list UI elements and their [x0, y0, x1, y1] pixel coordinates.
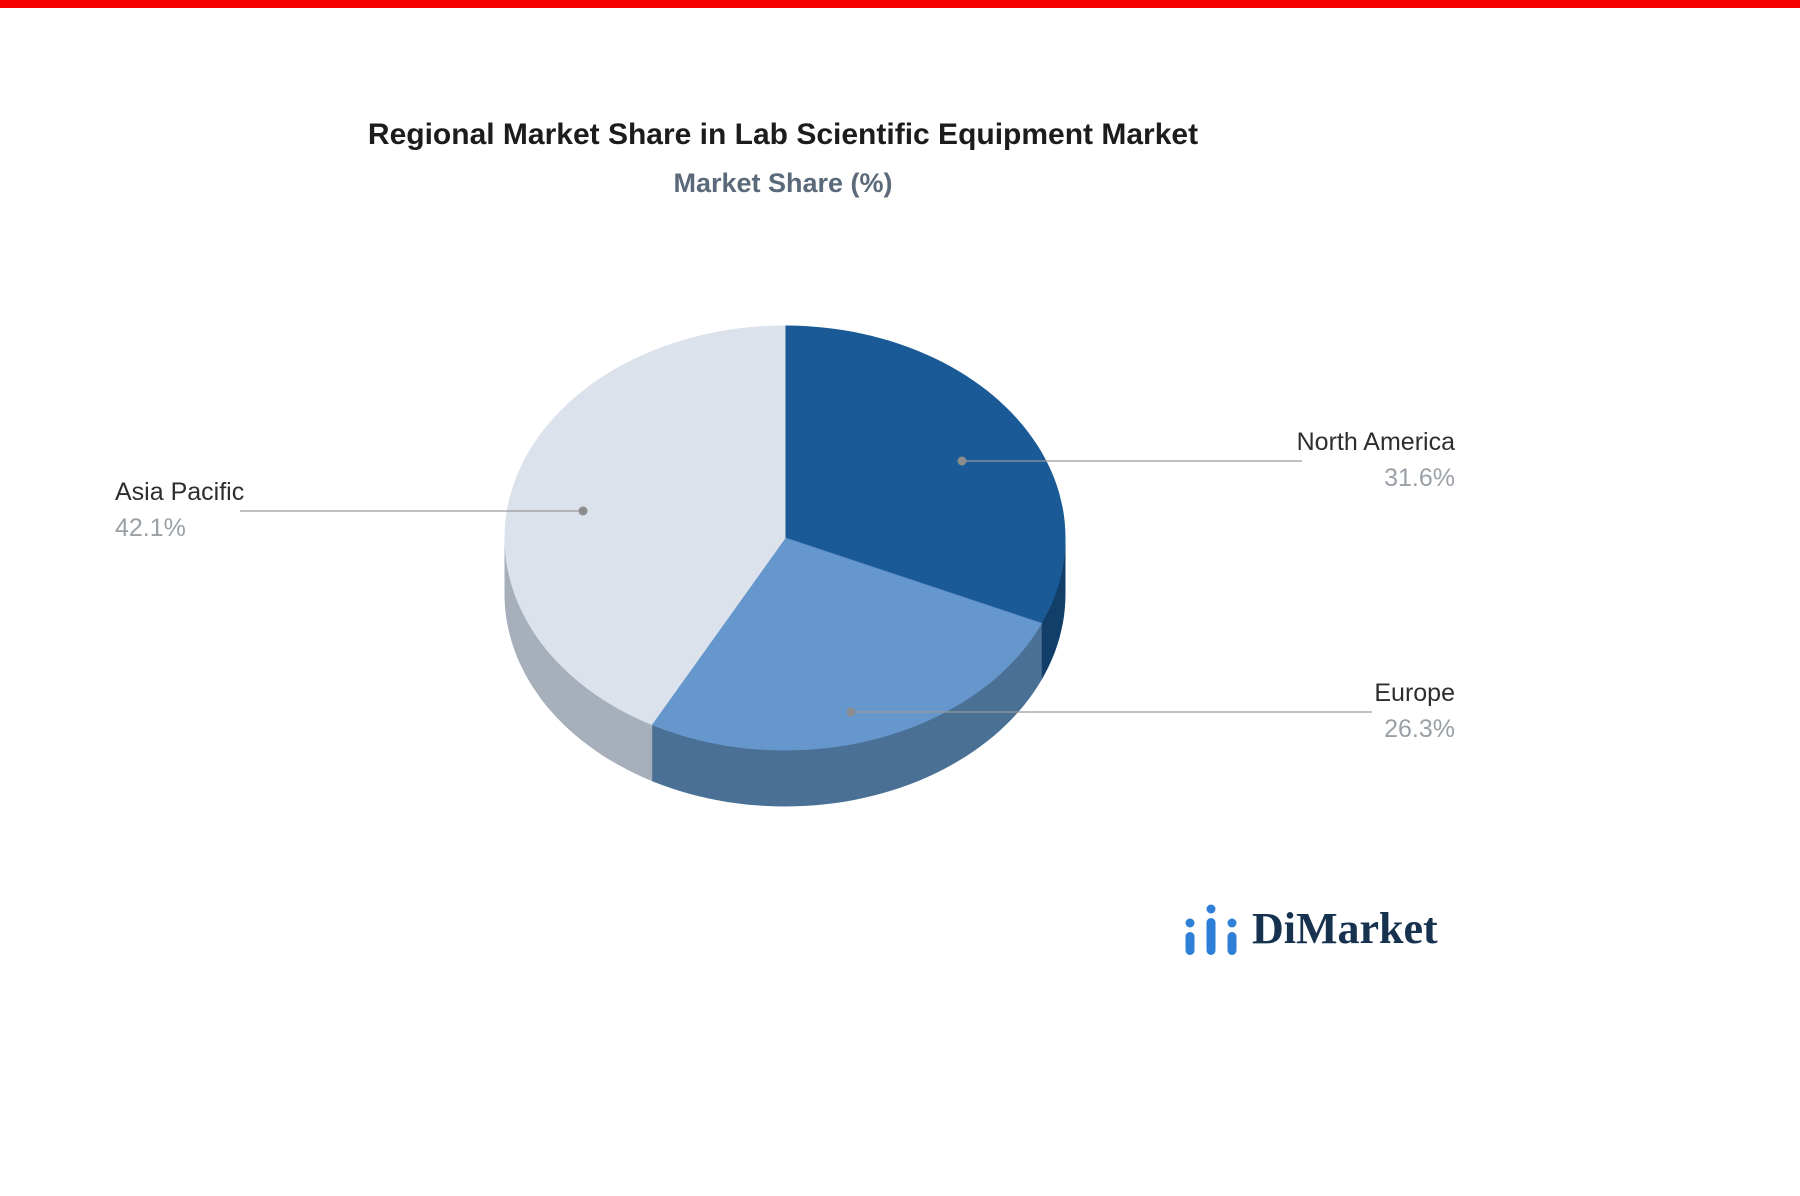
- label-asia-pacific: Asia Pacific 42.1%: [115, 476, 244, 544]
- dimarket-logo: DiMarket: [1182, 903, 1438, 955]
- slice-name-europe: Europe: [1374, 679, 1455, 707]
- leader-dot-europe: [846, 707, 856, 717]
- dimarket-logo-icon: [1185, 904, 1237, 955]
- leader-dot-north-america: [957, 456, 967, 466]
- slice-name-asia-pacific: Asia Pacific: [115, 478, 245, 506]
- pie-slice-asia-pacific[interactable]: [504, 325, 786, 726]
- chart-subtitle: Market Share (%): [673, 168, 893, 198]
- top-accent-bar: [0, 0, 1800, 8]
- label-europe: Europe 26.3%: [1374, 677, 1455, 745]
- pie-slice-europe[interactable]: [650, 537, 1043, 751]
- leader-dot-asia-pacific: [578, 506, 588, 516]
- slice-value-north-america: 31.6%: [1384, 464, 1455, 492]
- pie-slice-north-america[interactable]: [784, 325, 1066, 625]
- label-north-america: North America 31.6%: [1297, 426, 1455, 494]
- slice-value-europe: 26.3%: [1384, 715, 1455, 743]
- slice-value-asia-pacific: 42.1%: [115, 514, 186, 542]
- chart-title: Regional Market Share in Lab Scientific …: [367, 118, 1199, 151]
- slice-name-north-america: North America: [1296, 428, 1455, 456]
- dimarket-logo-text: DiMarket: [1252, 904, 1438, 953]
